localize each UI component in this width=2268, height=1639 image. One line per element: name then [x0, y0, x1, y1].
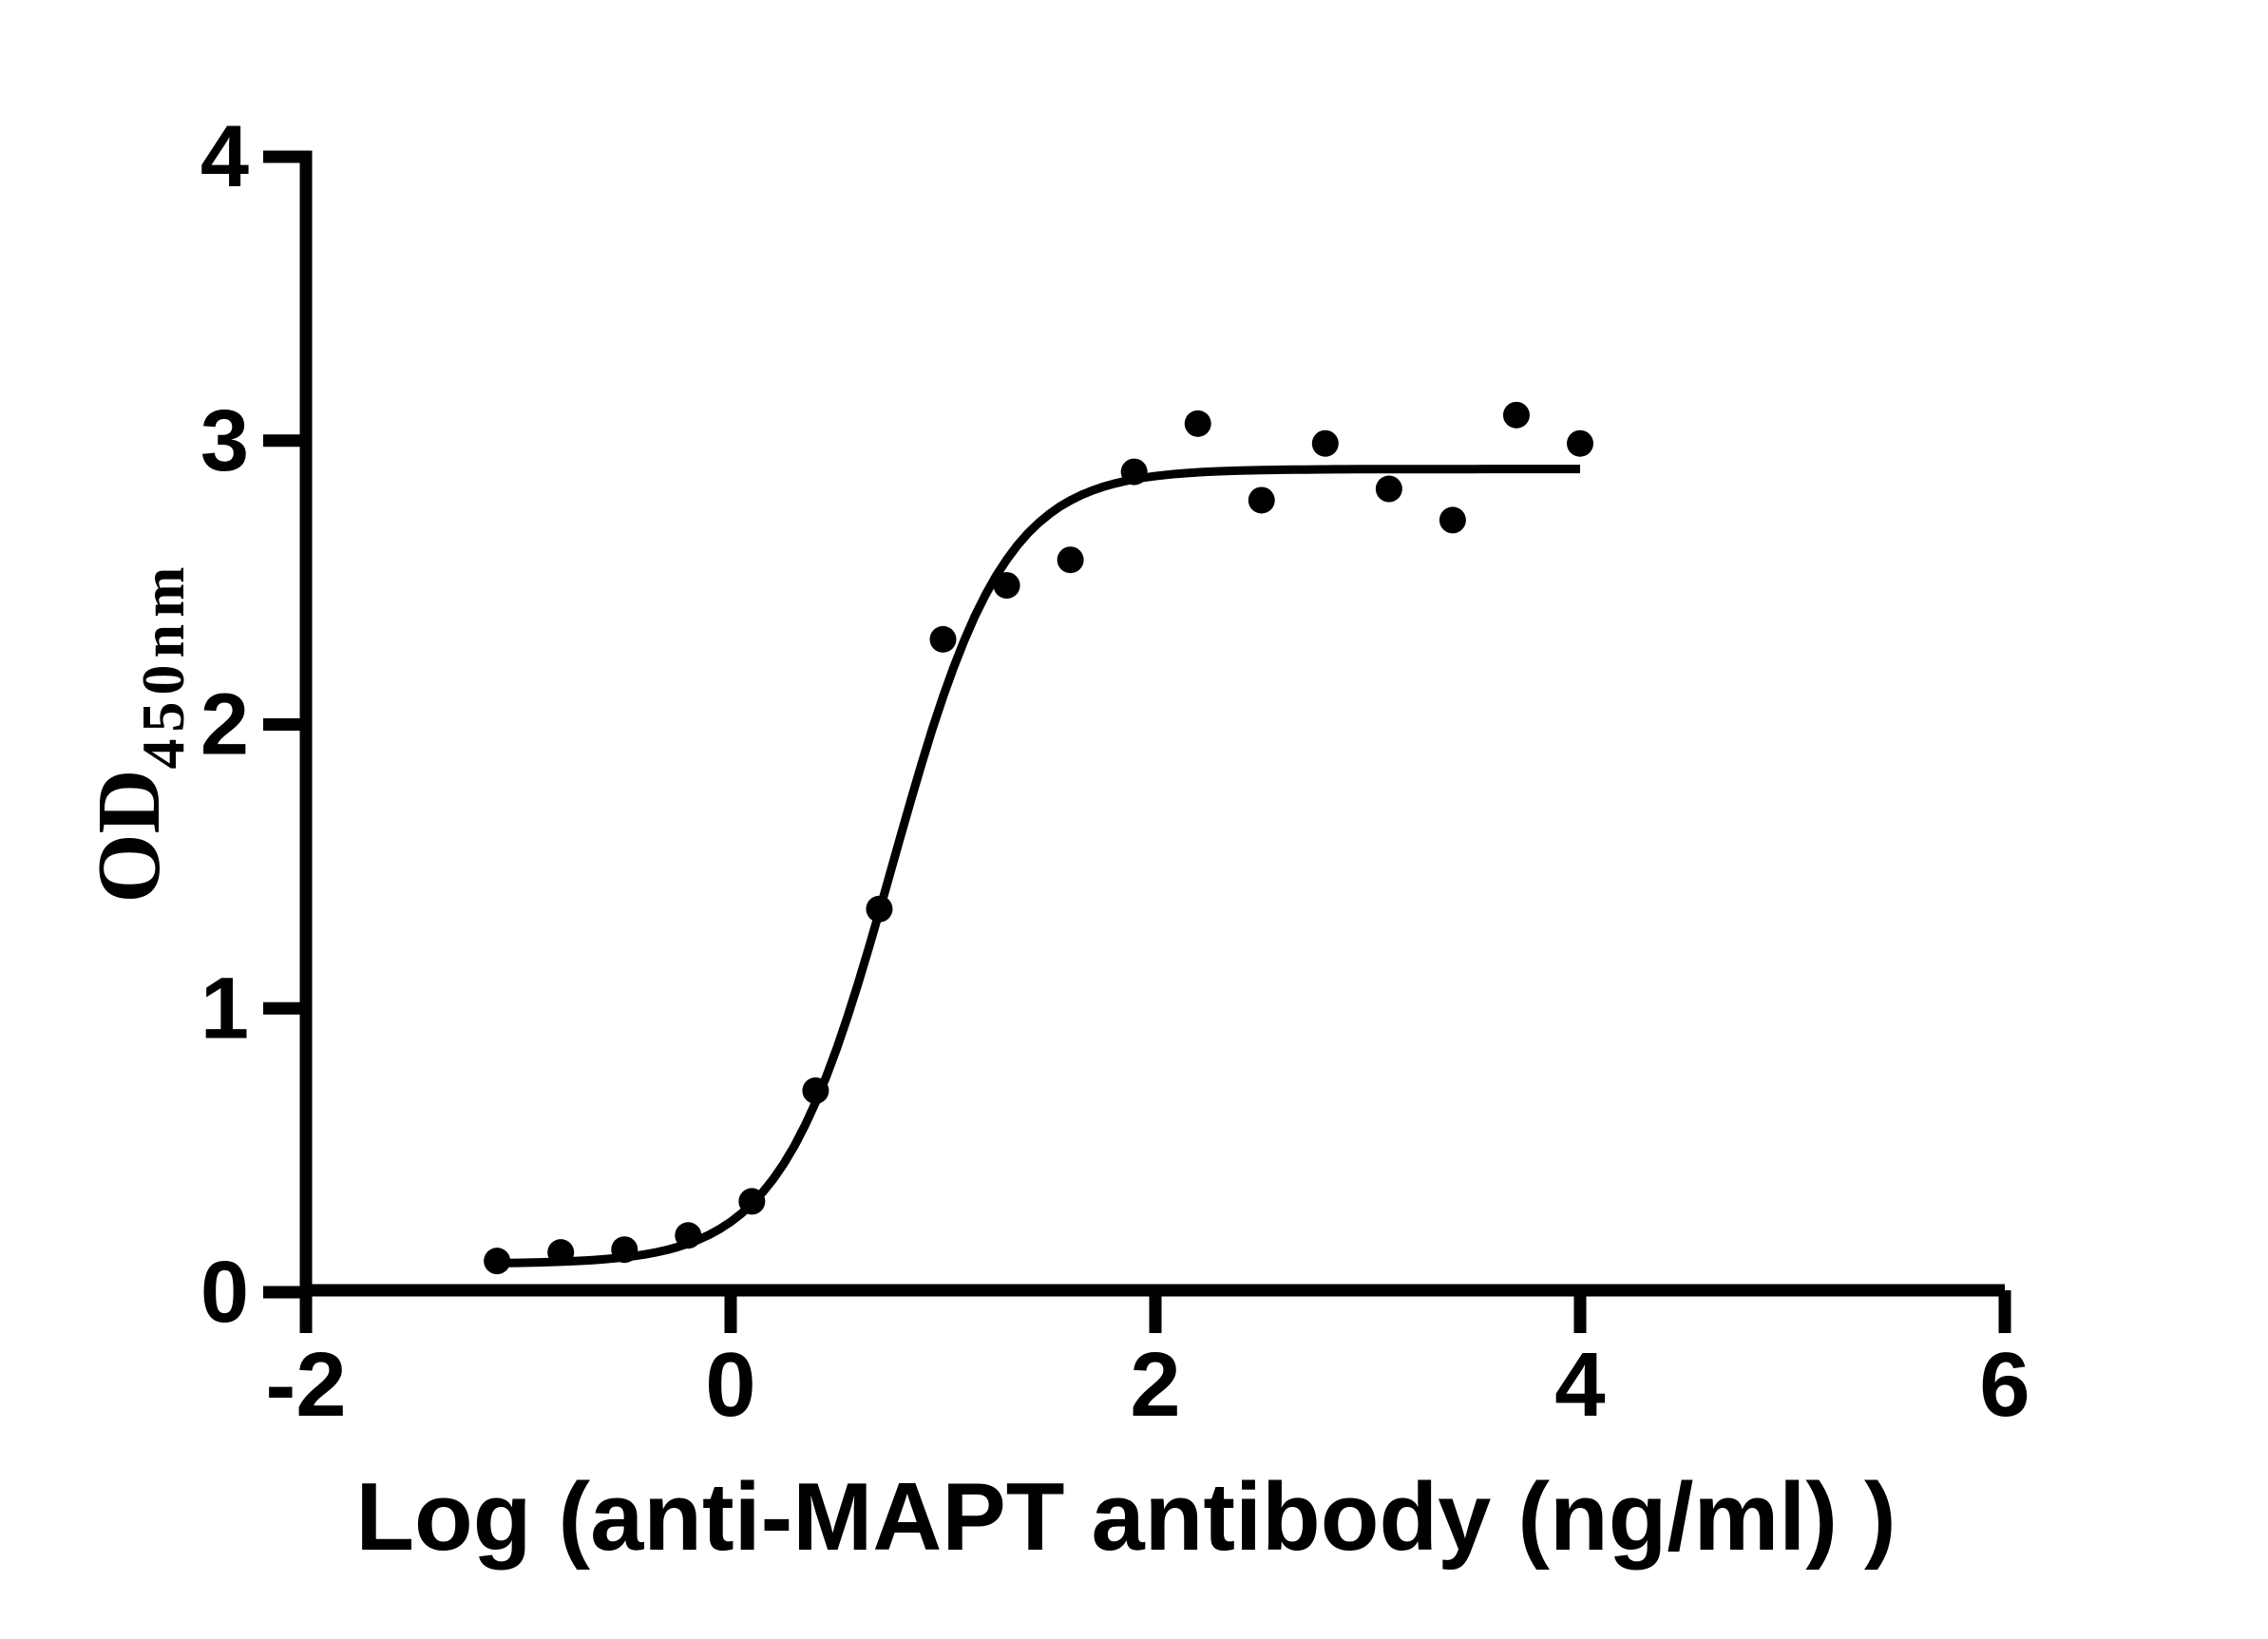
data-point [993, 572, 1020, 600]
data-point [1502, 401, 1530, 429]
data-point [547, 1239, 575, 1267]
data-point [675, 1222, 702, 1249]
x-tick-label: -2 [265, 1334, 346, 1436]
data-point [1057, 546, 1084, 574]
x-tick-label: 6 [1979, 1334, 2030, 1436]
y-axis-title-main: OD [80, 769, 179, 903]
y-tick-label: 3 [200, 392, 249, 489]
x-tick-label: 4 [1554, 1334, 1605, 1436]
data-point [484, 1248, 511, 1275]
data-point [866, 895, 893, 923]
data-point [1120, 458, 1148, 486]
data-point [1375, 475, 1402, 503]
data-point [1184, 410, 1211, 437]
data-point [738, 1188, 766, 1215]
y-tick-label: 1 [200, 960, 249, 1057]
y-tick-label: 4 [200, 108, 249, 205]
data-point [1439, 506, 1466, 534]
y-axis-title-subscript: 450nm [129, 561, 197, 770]
data-point [1567, 429, 1593, 457]
y-tick-label: 0 [200, 1244, 249, 1341]
data-point [1311, 429, 1339, 457]
x-axis-title: Log (anti-MAPT antibody (ng/ml) ) [355, 1464, 1896, 1571]
data-point [929, 625, 957, 653]
fit-curve [497, 465, 1580, 1267]
x-tick-label: 2 [1130, 1334, 1180, 1436]
y-axis-title: OD450nm [80, 561, 197, 904]
x-tick-label: 0 [705, 1334, 755, 1436]
data-point [1248, 486, 1275, 514]
y-tick-label: 2 [200, 677, 249, 773]
data-point [611, 1236, 638, 1264]
data-point [802, 1077, 829, 1104]
